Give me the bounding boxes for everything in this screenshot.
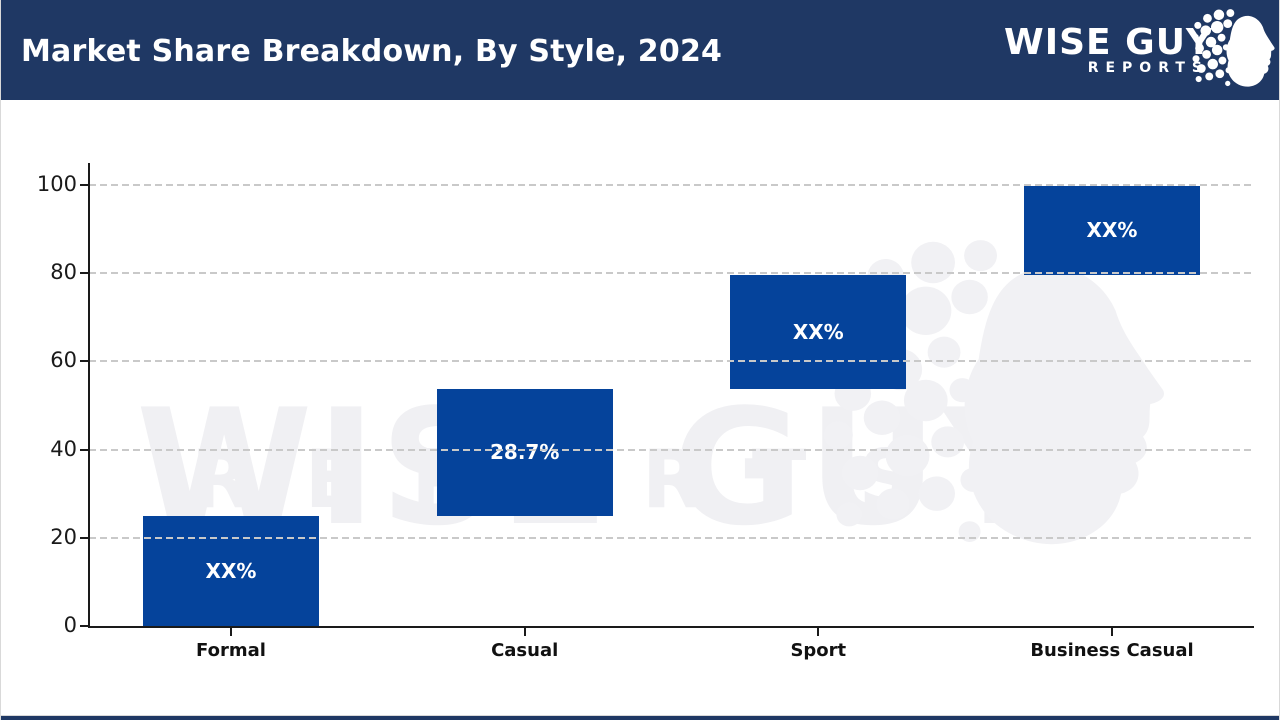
y-tick-label: 100: [36, 172, 77, 196]
bar-value-label: XX%: [205, 558, 257, 583]
x-tick-label: Formal: [196, 640, 266, 661]
brand-logo-subtext: REPORTS: [1087, 60, 1209, 76]
y-tick-mark: [80, 360, 88, 363]
bar: XX%: [730, 274, 907, 390]
y-tick-mark: [80, 184, 88, 186]
x-tick-label: Casual: [491, 640, 559, 661]
bar: XX%: [143, 515, 319, 626]
footer-bar: [1, 716, 1279, 720]
y-tick-mark: [80, 536, 88, 539]
x-tick-mark: [817, 628, 820, 636]
bar-value-label: XX%: [1086, 218, 1138, 243]
brand-logo: WISE GUY REPORTS: [991, 0, 1279, 100]
y-tick-mark: [80, 448, 88, 451]
x-tick-mark: [1111, 628, 1113, 636]
bar-value-label: XX%: [792, 320, 844, 345]
x-tick-mark: [523, 628, 526, 636]
y-tick-label: 20: [50, 524, 77, 549]
x-tick-label: Business Casual: [1030, 640, 1194, 661]
y-tick-mark: [80, 625, 88, 627]
x-axis-line: [88, 626, 1254, 628]
waterfall-chart: WISE GUY REPORTS XX%28.7%XX%XX% 02040608…: [1, 100, 1279, 716]
gridline: [89, 360, 1254, 363]
gridline: [89, 448, 1254, 451]
header: Market Share Breakdown, By Style, 2024 W…: [1, 0, 1279, 100]
y-tick-label: 60: [50, 348, 77, 373]
brand-logo-wordmark: WISE GUY: [1003, 22, 1213, 63]
y-tick-label: 40: [50, 436, 77, 461]
gridline: [89, 184, 1254, 186]
gridline: [89, 536, 1254, 539]
gridline: [89, 272, 1254, 275]
brand-head-icon: [1192, 9, 1275, 87]
bar: XX%: [1024, 185, 1200, 275]
y-axis-line: [88, 163, 90, 628]
bar-value-label: 28.7%: [489, 440, 560, 465]
page-title: Market Share Breakdown, By Style, 2024: [21, 34, 723, 69]
bar: 28.7%: [436, 389, 613, 516]
x-tick-mark: [230, 628, 232, 636]
x-tick-label: Sport: [790, 640, 847, 661]
y-tick-label: 80: [50, 260, 77, 285]
y-tick-label: 0: [63, 613, 77, 637]
y-tick-mark: [80, 272, 88, 275]
